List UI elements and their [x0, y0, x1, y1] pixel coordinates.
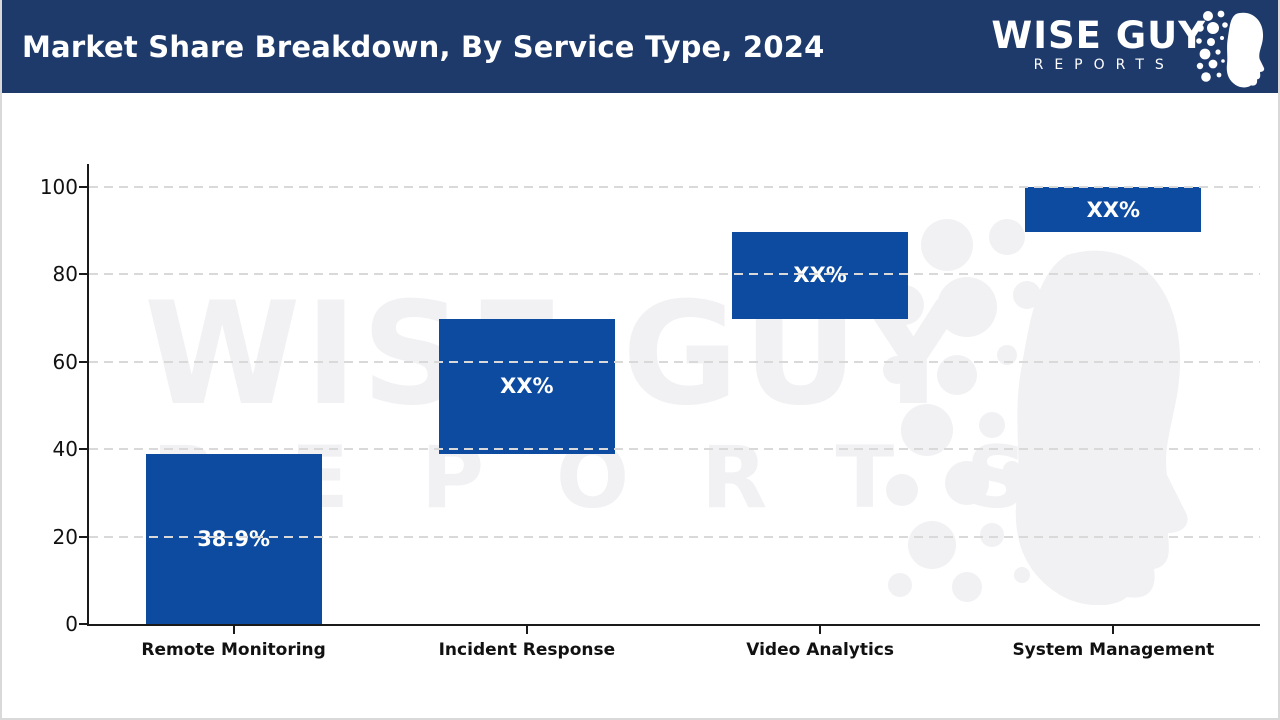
x-axis-line: [87, 624, 1260, 626]
bar: XX%: [1025, 187, 1202, 232]
bar-value-label: XX%: [793, 263, 847, 288]
brand-head-dots-icon: [1196, 10, 1265, 88]
bar: 38.9%: [145, 454, 322, 624]
gridline: [89, 360, 1260, 363]
y-tick-mark: [79, 273, 87, 276]
x-tick-mark: [819, 626, 822, 634]
brand-name: WISE GUY: [991, 14, 1206, 57]
bar: XX%: [732, 232, 909, 319]
y-tick-label: 40: [52, 437, 78, 462]
y-tick-mark: [79, 623, 87, 625]
y-tick-mark: [79, 186, 87, 188]
y-tick-mark: [79, 448, 87, 451]
y-tick-label: 20: [52, 524, 78, 549]
x-tick-mark: [232, 626, 235, 634]
y-axis-line: [87, 164, 89, 626]
y-tick-label: 0: [65, 612, 78, 636]
x-category-label: System Management: [1012, 640, 1215, 660]
y-tick-label: 80: [52, 262, 78, 287]
y-tick-label: 100: [39, 175, 78, 199]
x-tick-mark: [1112, 626, 1115, 634]
gridline: [89, 448, 1260, 451]
brand-logo: WISE GUY REPORTS: [991, 4, 1268, 90]
bar: XX%: [438, 318, 615, 454]
bar-value-label: 38.9%: [197, 526, 271, 551]
header-bar: Market Share Breakdown, By Service Type,…: [2, 0, 1278, 93]
y-tick-mark: [79, 360, 87, 363]
gridline: [89, 186, 1260, 188]
brand-logo-text: WISE GUY REPORTS: [991, 14, 1206, 74]
bar-value-label: XX%: [1086, 197, 1141, 222]
bar-value-label: XX%: [500, 374, 554, 399]
x-tick-mark: [525, 626, 528, 634]
x-category-label: Remote Monitoring: [141, 640, 326, 660]
gridline: [89, 535, 1260, 538]
y-tick-mark: [79, 535, 87, 538]
y-tick-label: 60: [52, 349, 78, 374]
chart-title: Market Share Breakdown, By Service Type,…: [22, 29, 825, 64]
x-category-label: Video Analytics: [746, 640, 895, 660]
brand-subname: REPORTS: [1033, 57, 1175, 73]
gridline: [89, 273, 1260, 276]
x-category-label: Incident Response: [438, 640, 616, 660]
